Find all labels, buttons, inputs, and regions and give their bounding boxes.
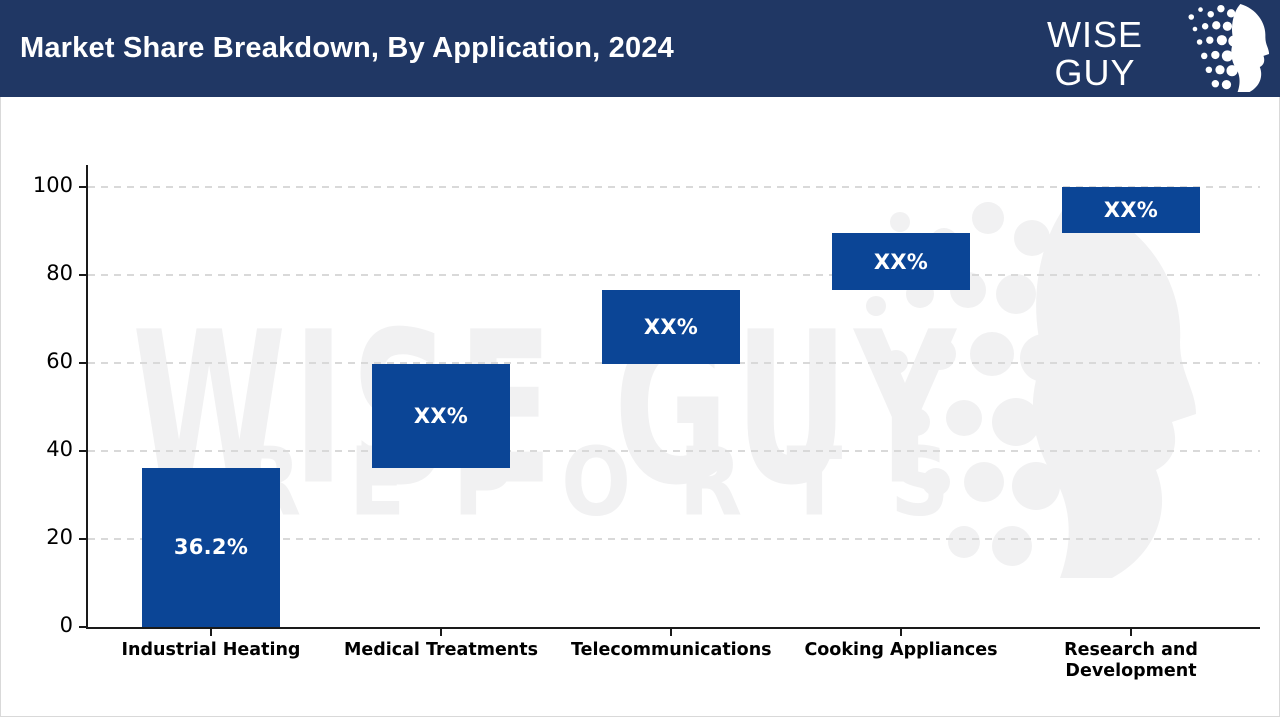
page-title: Market Share Breakdown, By Application, …	[20, 32, 674, 64]
x-label-research-and-development: Research and Development	[1064, 640, 1198, 681]
bar-telecommunications: XX%	[602, 289, 740, 364]
bar-value-label: 36.2%	[173, 535, 249, 560]
header-bar: Market Share Breakdown, By Application, …	[0, 0, 1280, 109]
bar-value-label: XX%	[643, 314, 699, 339]
wiseguy-face-icon	[1188, 4, 1270, 93]
bar-value-label: XX%	[413, 403, 469, 428]
x-label-medical-treatments: Medical Treatments	[343, 640, 539, 660]
x-label-cooking-appliances: Cooking Appliances	[804, 640, 998, 660]
y-tickmark-100	[79, 186, 88, 188]
y-tick-label-40: 40	[46, 437, 73, 461]
wiseguy-logo-subtext: REPORTS	[1031, 93, 1165, 109]
bar-industrial-heating: 36.2%	[142, 467, 280, 627]
bar-value-label: XX%	[873, 249, 929, 274]
x-tickmark-research-and-development	[1130, 627, 1132, 636]
bar-medical-treatments: XX%	[372, 363, 510, 468]
x-tickmark-medical-treatments	[440, 627, 442, 636]
wiseguy-logo-wordmark: WISE GUY	[1046, 14, 1143, 93]
bar-cooking-appliances: XX%	[832, 233, 970, 290]
y-tick-label-20: 20	[46, 525, 73, 549]
y-tick-label-100: 100	[32, 173, 73, 197]
gridline-20	[88, 538, 1260, 540]
y-tickmark-0	[79, 626, 88, 628]
wiseguy-logo-text: WISE GUY REPORTS	[1010, 16, 1180, 109]
gridline-80	[88, 274, 1260, 276]
x-label-industrial-heating: Industrial Heating	[121, 640, 301, 660]
x-tickmark-telecommunications	[670, 627, 672, 636]
y-tickmark-80	[79, 274, 88, 276]
gridline-40	[88, 450, 1260, 452]
bar-value-label: XX%	[1103, 198, 1159, 223]
y-tick-label-80: 80	[46, 261, 73, 285]
y-tickmark-60	[79, 362, 88, 364]
x-tickmark-cooking-appliances	[900, 627, 902, 636]
wiseguy-logo: WISE GUY REPORTS	[1010, 0, 1270, 109]
y-axis-line	[86, 165, 88, 629]
bar-research-and-development: XX%	[1062, 187, 1200, 234]
x-label-telecommunications: Telecommunications	[571, 640, 772, 660]
gridline-100	[88, 186, 1260, 188]
y-tickmark-40	[79, 450, 88, 452]
x-tickmark-industrial-heating	[210, 627, 212, 636]
y-tick-label-60: 60	[46, 349, 73, 373]
y-tick-label-0: 0	[59, 613, 73, 637]
y-tickmark-20	[79, 538, 88, 540]
x-axis-line	[86, 627, 1260, 629]
